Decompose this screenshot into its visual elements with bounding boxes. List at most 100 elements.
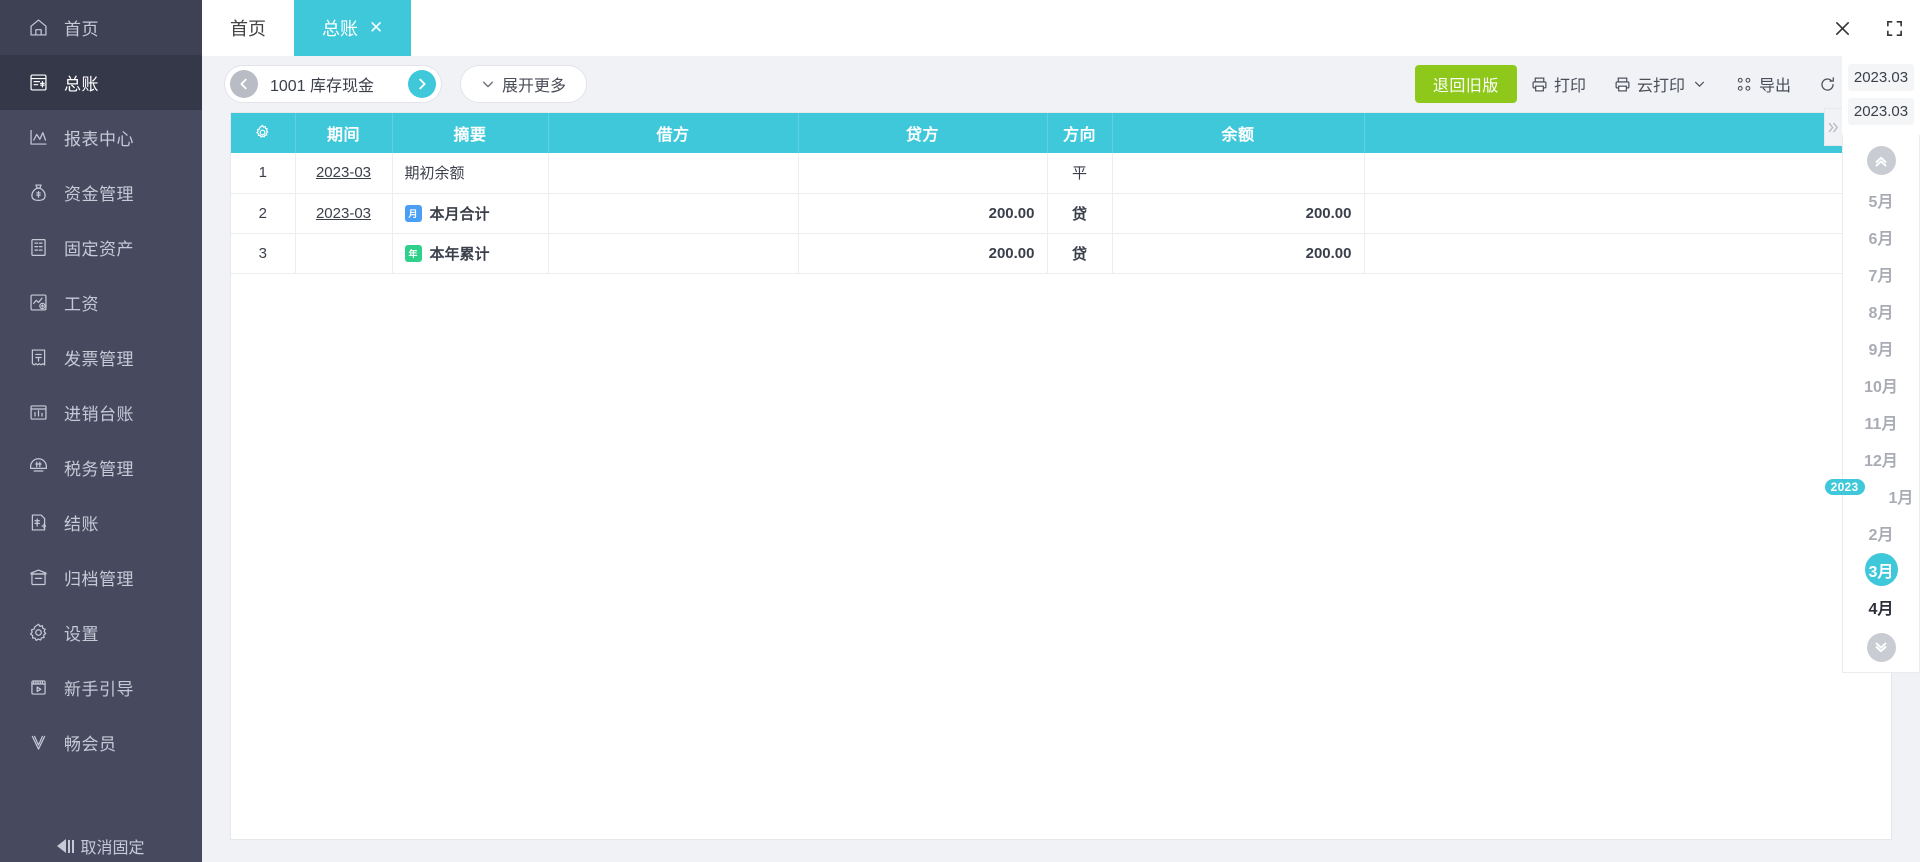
- month-item-7月[interactable]: 7月: [1849, 255, 1914, 292]
- ledger-table-card: 期间 摘要 借方 贷方 方向 余额 1 2023-03 期初余额 平 2 2023-03 月…: [230, 112, 1892, 840]
- row-balance: 200.00: [1112, 193, 1365, 234]
- chevron-down-icon: [482, 81, 494, 88]
- month-item-4月[interactable]: 4月: [1849, 588, 1914, 625]
- month-label: 8月: [1868, 304, 1894, 322]
- month-item-1月[interactable]: 2023 1月: [1824, 477, 1913, 514]
- gear-icon: [26, 621, 50, 645]
- month-item-3月[interactable]: 3月: [1849, 551, 1914, 588]
- month-item-9月[interactable]: 9月: [1849, 329, 1914, 366]
- row-period[interactable]: 2023-03: [295, 193, 393, 234]
- month-label: 6月: [1868, 230, 1894, 248]
- archive-icon: [26, 566, 50, 590]
- sidebar-item-label: 设置: [64, 625, 99, 644]
- chevron-right-icon[interactable]: [408, 70, 436, 98]
- row-balance: 200.00: [1112, 233, 1365, 274]
- vip-icon: [26, 731, 50, 755]
- column-header-period[interactable]: 期间: [295, 113, 393, 153]
- sidebar-item-12[interactable]: 新手引导: [0, 660, 202, 715]
- row-spacer: [1364, 233, 1891, 274]
- sidebar-item-0[interactable]: 首页: [0, 0, 202, 55]
- rollback-old-version-button[interactable]: 退回旧版: [1414, 65, 1517, 103]
- export-button[interactable]: 导出: [1722, 65, 1805, 103]
- month-item-10月[interactable]: 10月: [1849, 366, 1914, 403]
- row-direction: 贷: [1047, 193, 1113, 234]
- row-spacer: [1364, 193, 1891, 234]
- sidebar-item-10[interactable]: 归档管理: [0, 550, 202, 605]
- tab-bar: 首页 总账 ✕: [202, 0, 1920, 56]
- sidebar-item-5[interactable]: 工资: [0, 275, 202, 330]
- row-period[interactable]: 2023-03: [295, 153, 393, 194]
- table-row[interactable]: 3 年本年累计 200.00 贷 200.00: [231, 233, 1891, 274]
- row-summary: 期初余额: [392, 153, 549, 194]
- column-header-direction[interactable]: 方向: [1047, 113, 1113, 153]
- tax-icon: [26, 456, 50, 480]
- account-label: 1001 库存现金: [270, 78, 375, 95]
- sidebar: 首页总账报表中心资金管理固定资产 工资 发票管理进销台账税务管理结账归档管理设置新手…: [0, 0, 202, 862]
- printer-icon: [1532, 77, 1547, 91]
- month-item-8月[interactable]: 8月: [1849, 292, 1914, 329]
- sidebar-item-8[interactable]: 税务管理: [0, 440, 202, 495]
- month-item-11月[interactable]: 11月: [1849, 403, 1914, 440]
- cloud-print-button[interactable]: 云打印: [1600, 65, 1722, 103]
- tab-home[interactable]: 首页: [202, 0, 294, 56]
- year-chip-0[interactable]: 2023.03: [1848, 64, 1914, 91]
- row-summary: 月本月合计: [392, 193, 549, 234]
- row-period[interactable]: [295, 233, 393, 274]
- invoice-icon: [26, 346, 50, 370]
- tab-ledger[interactable]: 总账 ✕: [294, 0, 412, 56]
- row-spacer: [1364, 153, 1891, 194]
- fullscreen-icon[interactable]: [1868, 0, 1920, 56]
- sidebar-item-label: 进销台账: [64, 405, 134, 424]
- print-button[interactable]: 打印: [1517, 65, 1600, 103]
- month-item-5月[interactable]: 5月: [1849, 181, 1914, 218]
- row-summary-text: 本月合计: [429, 205, 490, 223]
- chevron-double-up-icon[interactable]: [1866, 146, 1896, 175]
- sidebar-item-label: 资金管理: [64, 185, 134, 204]
- sidebar-unpin-button[interactable]: 取消固定: [0, 834, 202, 858]
- sidebar-item-label: 结账: [64, 515, 99, 534]
- home-icon: [26, 16, 50, 40]
- chevron-left-icon[interactable]: [230, 70, 258, 98]
- refresh-icon: [1821, 76, 1834, 91]
- expand-more-button[interactable]: 展开更多: [460, 65, 588, 103]
- month-item-2月[interactable]: 2月: [1849, 514, 1914, 551]
- column-header-summary[interactable]: 摘要: [392, 113, 549, 153]
- export-label: 导出: [1758, 78, 1791, 95]
- close-icon[interactable]: [1816, 0, 1868, 56]
- month-label: 3月: [1868, 563, 1894, 581]
- table-row[interactable]: 1 2023-03 期初余额 平: [231, 153, 1891, 194]
- table-row[interactable]: 2 2023-03 月本月合计 200.00 贷 200.00: [231, 193, 1891, 234]
- sidebar-item-4[interactable]: 固定资产: [0, 220, 202, 275]
- month-item-12月[interactable]: 12月: [1849, 440, 1914, 477]
- row-direction: 贷: [1047, 233, 1113, 274]
- account-picker[interactable]: 1001 库存现金: [224, 65, 442, 103]
- tab-close-icon[interactable]: ✕: [369, 18, 384, 37]
- month-label: 4月: [1868, 600, 1894, 618]
- sidebar-item-7[interactable]: 进销台账: [0, 385, 202, 440]
- month-item-6月[interactable]: 6月: [1849, 218, 1914, 255]
- chevron-double-down-icon[interactable]: [1866, 633, 1896, 662]
- column-header-credit[interactable]: 贷方: [798, 113, 1048, 153]
- expand-more-label: 展开更多: [502, 78, 567, 95]
- sidebar-item-13[interactable]: 畅会员: [0, 715, 202, 770]
- row-summary-text: 期初余额: [404, 165, 465, 183]
- row-index: 3: [231, 233, 296, 274]
- sidebar-item-6[interactable]: 发票管理: [0, 330, 202, 385]
- sidebar-item-label: 总账: [64, 75, 99, 94]
- sidebar-item-9[interactable]: 结账: [0, 495, 202, 550]
- column-settings-header[interactable]: [231, 113, 296, 153]
- period-link[interactable]: 2023-03: [315, 164, 372, 182]
- sidebar-item-3[interactable]: 资金管理: [0, 165, 202, 220]
- sidebar-item-1[interactable]: 总账: [0, 55, 202, 110]
- chart-icon: [26, 126, 50, 150]
- sidebar-unpin-label: 取消固定: [80, 840, 145, 857]
- year-chip-1[interactable]: 2023.03: [1848, 98, 1914, 125]
- column-header-balance[interactable]: 余额: [1112, 113, 1365, 153]
- period-link[interactable]: 2023-03: [315, 204, 372, 222]
- chevron-double-right-icon[interactable]: [1824, 108, 1842, 146]
- column-header-debit[interactable]: 借方: [548, 113, 799, 153]
- tab-home-label: 首页: [230, 19, 266, 39]
- sidebar-item-11[interactable]: 设置: [0, 605, 202, 660]
- cloud-printer-icon: [1615, 77, 1630, 91]
- sidebar-item-2[interactable]: 报表中心: [0, 110, 202, 165]
